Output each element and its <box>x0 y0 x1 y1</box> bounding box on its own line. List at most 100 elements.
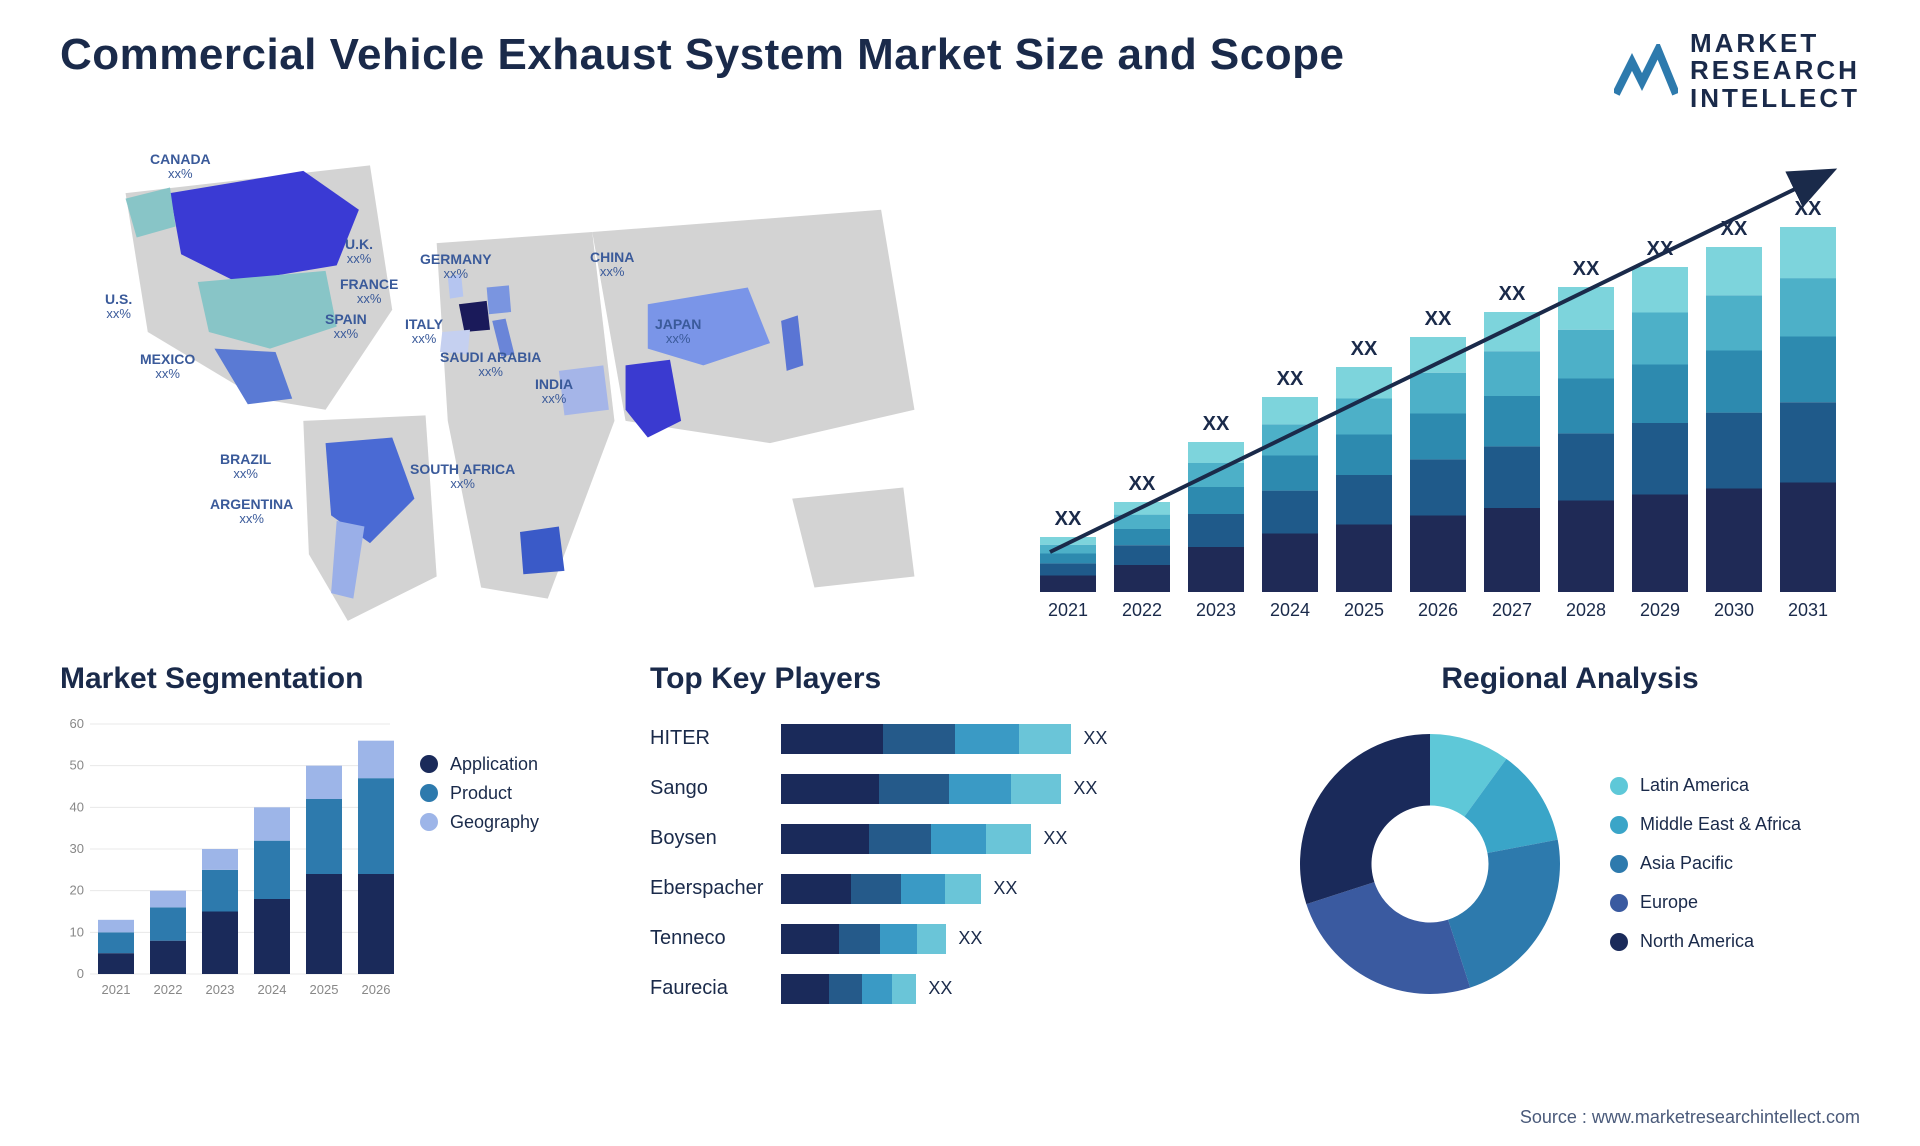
growth-bar-seg <box>1706 350 1762 412</box>
growth-bar-seg <box>1558 500 1614 592</box>
world-map <box>60 132 980 632</box>
player-label: Sango <box>650 777 763 800</box>
player-bar-seg <box>931 824 986 854</box>
growth-bar-label: XX <box>1129 473 1156 495</box>
seg-xtick: 2026 <box>362 982 391 997</box>
growth-bar-label: XX <box>1425 308 1452 330</box>
logo-line3: INTELLECT <box>1690 85 1860 112</box>
growth-bar-seg <box>1262 424 1318 455</box>
growth-bar-seg <box>1632 423 1688 495</box>
growth-bar-seg <box>1706 247 1762 295</box>
player-bar-value: XX <box>958 928 982 949</box>
map-label-u.k.: U.K.xx% <box>345 237 373 267</box>
donut-slice <box>1306 882 1470 994</box>
swatch-icon <box>1610 894 1628 912</box>
seg-bar-seg <box>150 891 186 908</box>
growth-bar-seg <box>1410 373 1466 414</box>
map-label-u.s.: U.S.xx% <box>105 292 132 322</box>
seg-bar-seg <box>150 907 186 940</box>
seg-legend-item: Application <box>420 754 539 775</box>
region-legend-item: Latin America <box>1610 775 1801 796</box>
growth-bar-seg <box>1780 336 1836 402</box>
map-region-france <box>459 301 490 332</box>
region-legend-label: North America <box>1640 931 1754 952</box>
regional-legend: Latin AmericaMiddle East & AfricaAsia Pa… <box>1610 775 1801 952</box>
growth-year-label: 2021 <box>1048 600 1088 620</box>
segmentation-chart: 0102030405060202120222023202420252026 <box>60 714 400 1004</box>
player-bar-row: XX <box>781 924 1230 954</box>
key-players-labels: HITERSangoBoysenEberspacherTennecoFaurec… <box>650 714 763 1014</box>
growth-chart-panel: 2021XX2022XX2023XX2024XX2025XX2026XX2027… <box>1020 132 1860 632</box>
growth-year-label: 2029 <box>1640 600 1680 620</box>
growth-year-label: 2026 <box>1418 600 1458 620</box>
growth-bar-seg <box>1780 482 1836 592</box>
growth-bar-seg <box>1484 508 1540 592</box>
seg-legend-label: Product <box>450 783 512 804</box>
map-label-india: INDIAxx% <box>535 377 573 407</box>
player-bar-seg <box>781 824 869 854</box>
seg-ytick: 10 <box>70 924 84 939</box>
player-bar-value: XX <box>1043 828 1067 849</box>
logo-icon <box>1614 44 1678 98</box>
growth-bar-label: XX <box>1795 198 1822 220</box>
map-region-germany <box>487 285 511 314</box>
swatch-icon <box>1610 933 1628 951</box>
growth-bar-seg <box>1188 487 1244 514</box>
player-bar-seg <box>869 824 932 854</box>
seg-ytick: 40 <box>70 799 84 814</box>
player-bar-seg <box>829 974 863 1004</box>
player-bar-seg <box>901 874 945 904</box>
swatch-icon <box>1610 855 1628 873</box>
growth-year-label: 2027 <box>1492 600 1532 620</box>
region-legend-label: Latin America <box>1640 775 1749 796</box>
player-bar-row: XX <box>781 874 1230 904</box>
player-bar <box>781 824 1031 854</box>
map-label-france: FRANCExx% <box>340 277 398 307</box>
seg-legend-item: Product <box>420 783 539 804</box>
growth-bar-seg <box>1262 397 1318 424</box>
seg-legend-item: Geography <box>420 812 539 833</box>
seg-bar-seg <box>202 911 238 974</box>
growth-bar-seg <box>1558 433 1614 500</box>
map-region-southafrica <box>520 526 564 574</box>
map-label-argentina: ARGENTINAxx% <box>210 497 293 527</box>
player-bar-seg <box>862 974 892 1004</box>
growth-bar-seg <box>1484 446 1540 508</box>
map-label-japan: JAPANxx% <box>655 317 701 347</box>
seg-bar-seg <box>306 766 342 799</box>
region-legend-label: Europe <box>1640 892 1698 913</box>
growth-bar-seg <box>1632 312 1688 364</box>
growth-bar-seg <box>1558 330 1614 379</box>
growth-year-label: 2025 <box>1344 600 1384 620</box>
swatch-icon <box>1610 777 1628 795</box>
segmentation-panel: Market Segmentation 01020304050602021202… <box>60 662 600 1014</box>
player-bar-value: XX <box>1083 728 1107 749</box>
growth-bar-seg <box>1336 398 1392 434</box>
player-bar-seg <box>781 924 839 954</box>
source-attribution: Source : www.marketresearchintellect.com <box>1520 1107 1860 1128</box>
player-bar-seg <box>955 724 1019 754</box>
top-row: CANADAxx%U.S.xx%MEXICOxx%BRAZILxx%ARGENT… <box>60 132 1860 632</box>
map-label-italy: ITALYxx% <box>405 317 443 347</box>
seg-bar-seg <box>98 953 134 974</box>
growth-bar-seg <box>1484 351 1540 396</box>
growth-bar-label: XX <box>1055 508 1082 530</box>
player-label: Eberspacher <box>650 877 763 900</box>
header: Commercial Vehicle Exhaust System Market… <box>60 30 1860 112</box>
seg-xtick: 2024 <box>258 982 287 997</box>
player-bar-seg <box>880 924 916 954</box>
player-bar-row: XX <box>781 724 1230 754</box>
growth-bar-seg <box>1632 364 1688 423</box>
map-label-spain: SPAINxx% <box>325 312 367 342</box>
region-legend-label: Middle East & Africa <box>1640 814 1801 835</box>
growth-bar-label: XX <box>1277 368 1304 390</box>
region-legend-item: Middle East & Africa <box>1610 814 1801 835</box>
player-bar-row: XX <box>781 774 1230 804</box>
growth-bar-seg <box>1484 396 1540 446</box>
seg-ytick: 30 <box>70 841 84 856</box>
swatch-icon <box>1610 816 1628 834</box>
growth-bar-seg <box>1040 545 1096 554</box>
growth-bar-seg <box>1114 565 1170 592</box>
growth-bar-label: XX <box>1499 283 1526 305</box>
segmentation-legend: Application Product Geography <box>420 754 539 1004</box>
